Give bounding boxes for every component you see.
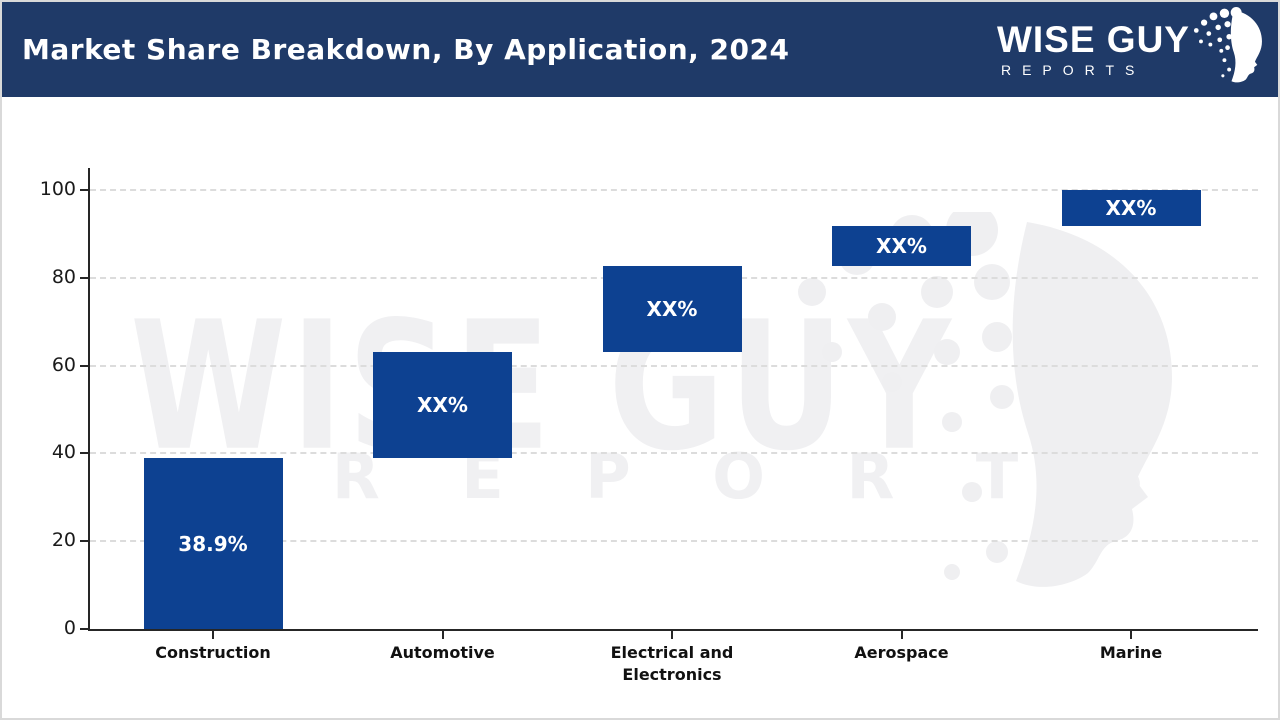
x-tick-electrical-and-electronics <box>671 631 673 639</box>
x-tick-label-automotive: Automotive <box>390 643 495 662</box>
bar-marine: XX% <box>1061 190 1201 226</box>
y-tick-label-60: 60 <box>51 353 76 376</box>
y-tick-0 <box>80 628 88 630</box>
x-tick-marine <box>1130 631 1132 639</box>
logo-subtitle: REPORTS <box>1000 62 1146 78</box>
x-tick-aerospace <box>900 631 903 639</box>
y-tick-80 <box>80 276 88 279</box>
y-tick-60 <box>80 364 88 367</box>
x-tick-label-aerospace: Aerospace <box>854 643 949 662</box>
page-title: Market Share Breakdown, By Application, … <box>22 33 790 66</box>
bar-aerospace: XX% <box>832 225 971 266</box>
y-tick-label-80: 80 <box>51 265 76 288</box>
logo-text: WISE GUY REPORTS <box>996 19 1190 79</box>
watermark-wordmark: WISE GUY <box>130 284 955 491</box>
gridline-60 <box>90 364 1258 367</box>
bar-construction: 38.9% <box>143 458 283 629</box>
bar-value-label-aerospace: XX% <box>876 233 927 258</box>
wiseguy-head-icon <box>1193 6 1262 82</box>
y-tick-label-0: 0 <box>63 617 76 639</box>
y-tick-label-100: 100 <box>39 178 76 200</box>
gridline-40 <box>90 452 1258 455</box>
bar-electrical-and-electronics: XX% <box>602 265 742 352</box>
x-tick-label-construction: Construction <box>155 643 271 662</box>
bar-value-label-automotive: XX% <box>417 392 468 417</box>
y-tick-label-20: 20 <box>51 529 76 552</box>
bar-value-label-marine: XX% <box>1105 195 1157 220</box>
y-tick-100 <box>80 189 88 191</box>
y-axis-line <box>88 168 90 631</box>
x-tick-construction <box>212 631 214 639</box>
logo-wordmark: WISE GUY <box>996 19 1190 60</box>
header-bar: Market Share Breakdown, By Application, … <box>2 2 1278 97</box>
x-tick-label-marine: Marine <box>1099 643 1163 662</box>
x-axis-line <box>88 629 1258 631</box>
gridline-20 <box>90 540 1258 543</box>
y-tick-label-40: 40 <box>51 441 76 464</box>
x-tick-automotive <box>441 631 444 639</box>
bar-automotive: XX% <box>373 351 512 459</box>
gridline-100 <box>90 189 1258 191</box>
y-tick-40 <box>80 452 88 455</box>
bar-value-label-construction: 38.9% <box>178 531 248 556</box>
x-tick-label-electrical-and-electronics: Electrical and Electronics <box>610 643 734 684</box>
bar-value-label-electrical-and-electronics: XX% <box>646 296 698 321</box>
y-tick-20 <box>80 540 88 543</box>
wiseguy-logo: WISE GUY REPORTS <box>996 6 1268 93</box>
